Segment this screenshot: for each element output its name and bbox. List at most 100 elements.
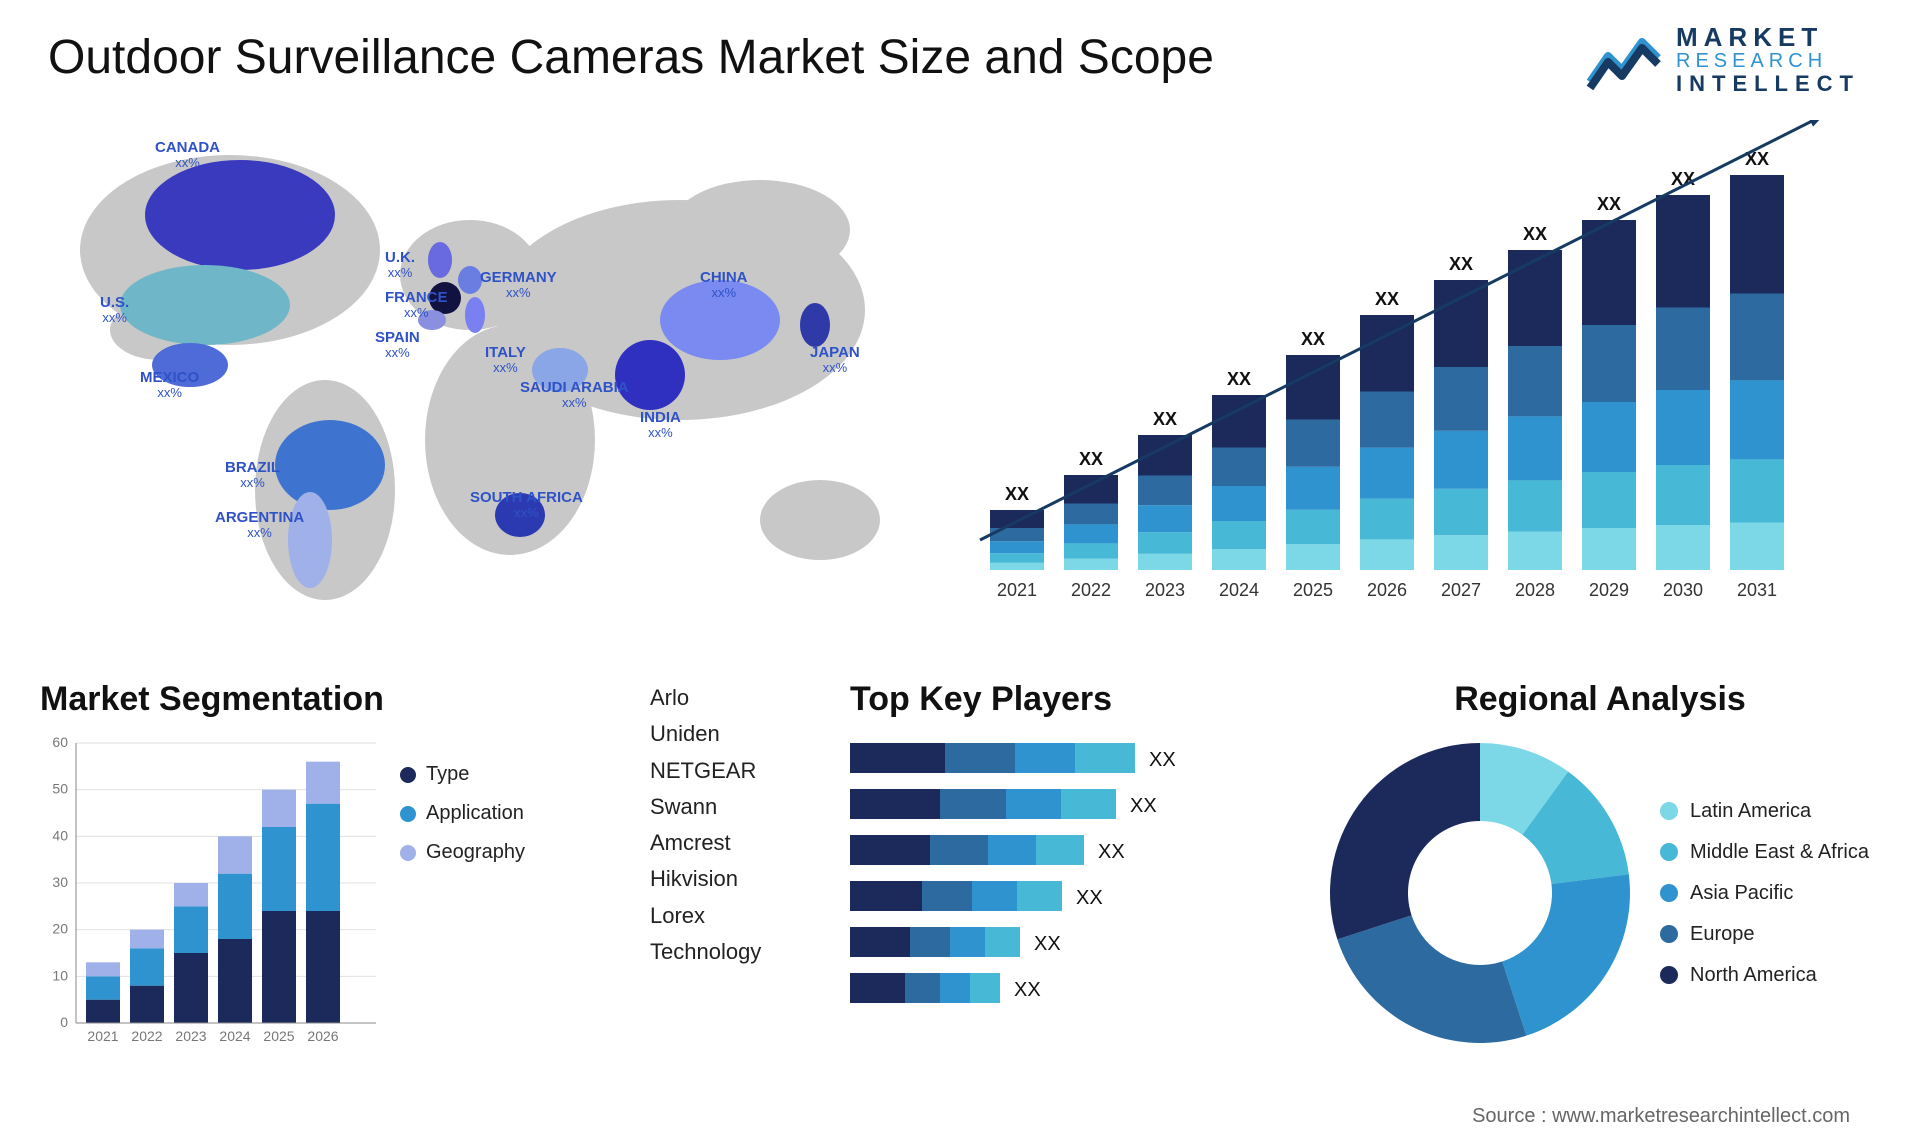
forecast-bar-seg xyxy=(1064,543,1118,558)
seg-bar-seg xyxy=(86,962,120,976)
forecast-bar-seg xyxy=(1656,195,1710,308)
forecast-bar-seg xyxy=(1286,510,1340,544)
players-chart: XXXXXXXXXXXX xyxy=(850,733,1270,1043)
forecast-bar-seg xyxy=(1360,499,1414,540)
map-label-u-s-: U.S.xx% xyxy=(100,295,129,324)
forecast-bar-seg xyxy=(1508,346,1562,416)
player-bar-seg xyxy=(850,881,922,911)
forecast-bar-seg xyxy=(1508,250,1562,346)
forecast-year-label: 2026 xyxy=(1367,580,1407,600)
svg-text:30: 30 xyxy=(52,874,68,890)
player-bar-seg xyxy=(988,835,1036,865)
forecast-bar-seg xyxy=(1212,448,1266,487)
regional-panel: Regional Analysis Latin AmericaMiddle Ea… xyxy=(1320,680,1880,1080)
forecast-bar-seg xyxy=(1138,505,1192,532)
player-bar-seg xyxy=(850,927,910,957)
forecast-bar-seg xyxy=(1508,416,1562,480)
forecast-bar-seg xyxy=(1508,480,1562,531)
forecast-bar-seg xyxy=(990,553,1044,563)
forecast-bar-seg xyxy=(1286,544,1340,570)
seg-bar-seg xyxy=(130,930,164,949)
forecast-bar-seg xyxy=(1064,475,1118,504)
map-label-spain: SPAINxx% xyxy=(375,330,420,359)
svg-text:10: 10 xyxy=(52,967,68,983)
segmentation-chart: 0102030405060202120222023202420252026 xyxy=(40,733,380,1043)
player-bar-seg xyxy=(850,789,940,819)
player-bar-value: XX xyxy=(1014,979,1041,1001)
forecast-bar-label: XX xyxy=(1375,289,1399,309)
map-label-japan: JAPANxx% xyxy=(810,345,860,374)
seg-bar-seg xyxy=(262,790,296,827)
map-region-UK xyxy=(428,242,452,278)
seg-bar-seg xyxy=(262,911,296,1023)
forecast-bar-seg xyxy=(1730,175,1784,294)
svg-text:20: 20 xyxy=(52,921,68,937)
map-region-Canada xyxy=(145,160,335,270)
forecast-year-label: 2025 xyxy=(1293,580,1333,600)
player-bar-seg xyxy=(972,881,1017,911)
regional-legend-item: North America xyxy=(1660,964,1869,987)
logo: MARKET RESEARCH INTELLECT xyxy=(1584,24,1860,95)
forecast-bar-seg xyxy=(1730,294,1784,381)
map-label-saudi-arabia: SAUDI ARABIAxx% xyxy=(520,380,629,409)
donut-slice xyxy=(1330,743,1480,939)
map-region-USA xyxy=(120,265,290,345)
forecast-bar-seg xyxy=(1434,431,1488,489)
segmentation-panel: Market Segmentation 01020304050602021202… xyxy=(40,680,600,1080)
forecast-bar-label: XX xyxy=(1523,224,1547,244)
forecast-bar-seg xyxy=(1730,523,1784,570)
regional-legend-item: Europe xyxy=(1660,923,1869,946)
seg-bar-seg xyxy=(218,939,252,1023)
player-bar-seg xyxy=(940,789,1006,819)
player-name: Lorex Technology xyxy=(650,898,820,971)
forecast-bar-seg xyxy=(1582,220,1636,325)
player-bar-seg xyxy=(1015,743,1075,773)
logo-text: MARKET RESEARCH INTELLECT xyxy=(1676,24,1860,95)
forecast-bar-seg xyxy=(1138,532,1192,554)
logo-line3: INTELLECT xyxy=(1676,72,1860,95)
player-bar-value: XX xyxy=(1098,841,1125,863)
map-region-Argentina xyxy=(288,492,332,588)
seg-year-label: 2025 xyxy=(263,1028,294,1043)
forecast-bar-seg xyxy=(1656,390,1710,465)
players-panel: . ArloUnidenNETGEARSwannAmcrestHikvision… xyxy=(650,680,1270,1080)
forecast-year-label: 2028 xyxy=(1515,580,1555,600)
seg-bar-seg xyxy=(86,976,120,999)
player-bar-seg xyxy=(1075,743,1135,773)
svg-text:0: 0 xyxy=(60,1014,68,1030)
svg-text:50: 50 xyxy=(52,781,68,797)
forecast-bar-seg xyxy=(1434,535,1488,570)
forecast-bar-seg xyxy=(1064,559,1118,570)
player-bar-seg xyxy=(950,927,985,957)
forecast-bar-seg xyxy=(1286,467,1340,510)
players-list: ArloUnidenNETGEARSwannAmcrestHikvisionLo… xyxy=(650,680,820,970)
forecast-year-label: 2023 xyxy=(1145,580,1185,600)
player-name: Amcrest xyxy=(650,825,820,861)
forecast-bar-seg xyxy=(1286,420,1340,467)
forecast-year-label: 2022 xyxy=(1071,580,1111,600)
seg-bar-seg xyxy=(218,836,252,873)
logo-icon xyxy=(1584,28,1664,92)
regional-title: Regional Analysis xyxy=(1320,680,1880,719)
player-bar-seg xyxy=(930,835,988,865)
map-label-china: CHINAxx% xyxy=(700,270,748,299)
seg-bar-seg xyxy=(174,953,208,1023)
logo-line1: MARKET xyxy=(1676,24,1860,51)
forecast-bar-seg xyxy=(990,563,1044,570)
forecast-bar-seg xyxy=(1582,528,1636,570)
page: Outdoor Surveillance Cameras Market Size… xyxy=(0,0,1920,1146)
map-label-france: FRANCExx% xyxy=(385,290,448,319)
forecast-bar-seg xyxy=(1138,554,1192,570)
forecast-bar-label: XX xyxy=(1449,254,1473,274)
player-bar-seg xyxy=(1036,835,1084,865)
map-label-argentina: ARGENTINAxx% xyxy=(215,510,304,539)
forecast-year-label: 2024 xyxy=(1219,580,1259,600)
seg-bar-seg xyxy=(306,762,340,804)
seg-bar-seg xyxy=(130,986,164,1023)
player-bar-seg xyxy=(922,881,972,911)
player-bar-value: XX xyxy=(1034,933,1061,955)
seg-bar-seg xyxy=(86,1000,120,1023)
segmentation-title: Market Segmentation xyxy=(40,680,600,719)
map-label-india: INDIAxx% xyxy=(640,410,681,439)
player-bar-seg xyxy=(940,973,970,1003)
